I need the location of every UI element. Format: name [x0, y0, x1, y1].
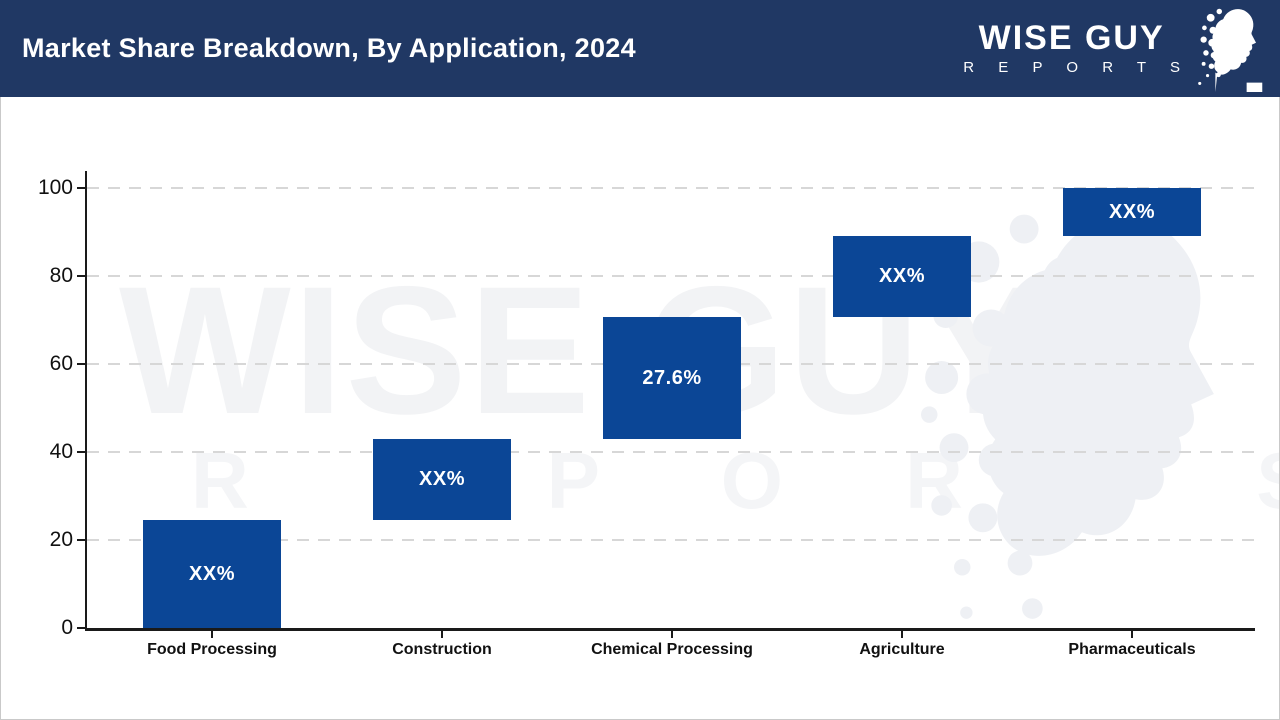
- bar-food-processing: XX%: [143, 520, 281, 628]
- y-tick-label-80: 80: [49, 264, 73, 287]
- x-tick-mark-2: [671, 631, 673, 638]
- bar-chemical-processing: 27.6%: [603, 317, 741, 439]
- gridline-80: [87, 275, 1255, 277]
- x-tick-mark-0: [211, 631, 213, 638]
- x-tick-mark-3: [901, 631, 903, 638]
- category-label-1: Construction: [392, 641, 492, 658]
- y-tick-label-100: 100: [37, 176, 73, 199]
- x-tick-mark-1: [441, 631, 443, 638]
- y-tick-mark-80: [77, 275, 85, 277]
- bar-value-label: 27.6%: [642, 366, 702, 389]
- category-label-4: Pharmaceuticals: [1068, 641, 1196, 658]
- category-label-2: Chemical Processing: [591, 641, 753, 658]
- wise-guy-logo: WISE GUY R E P O R T S: [953, 6, 1280, 92]
- category-label-3: Agriculture: [859, 641, 945, 658]
- x-axis-line: [85, 628, 1255, 631]
- y-tick-label-0: 0: [61, 616, 73, 639]
- logo-subtitle: R E P O R T S: [963, 59, 1190, 76]
- bar-value-label: XX%: [189, 562, 235, 585]
- bar-pharmaceuticals: XX%: [1063, 188, 1201, 237]
- header-band: Market Share Breakdown, By Application, …: [0, 0, 1280, 97]
- category-label-0: Food Processing: [147, 641, 277, 658]
- y-tick-mark-20: [77, 539, 85, 541]
- bar-construction: XX%: [373, 438, 511, 521]
- bar-value-label: XX%: [419, 467, 465, 490]
- y-tick-mark-60: [77, 363, 85, 365]
- page-title: Market Share Breakdown, By Application, …: [22, 33, 636, 63]
- x-tick-mark-4: [1131, 631, 1133, 638]
- bar-value-label: XX%: [879, 265, 925, 288]
- y-tick-label-40: 40: [49, 440, 73, 463]
- y-tick-mark-0: [77, 627, 85, 629]
- y-tick-label-60: 60: [49, 352, 73, 375]
- logo-text: WISE GUY R E P O R T S: [953, 21, 1190, 76]
- bar-value-label: XX%: [1109, 200, 1155, 223]
- dotted-head-icon: [1194, 6, 1268, 92]
- logo-wordmark: WISE GUY: [978, 19, 1165, 57]
- y-axis-line: [85, 171, 87, 631]
- y-tick-mark-40: [77, 451, 85, 453]
- gridline-20: [87, 539, 1255, 541]
- bar-agriculture: XX%: [833, 236, 971, 318]
- chart-area: WISE GUY R E P O R T S 0 20 40 60 80 100 XX% Fo…: [0, 97, 1280, 720]
- gridline-40: [87, 451, 1255, 453]
- y-tick-mark-100: [77, 187, 85, 189]
- y-tick-label-20: 20: [49, 528, 73, 551]
- gridline-100: [87, 187, 1255, 189]
